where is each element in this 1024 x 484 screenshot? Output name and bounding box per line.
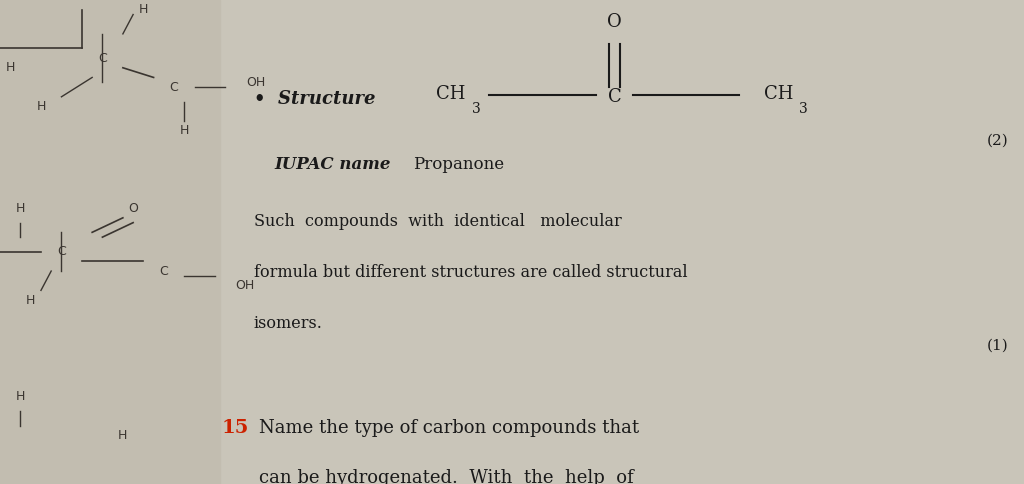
Text: 3: 3 [800,102,808,116]
Text: can be hydrogenated.  With  the  help  of: can be hydrogenated. With the help of [259,469,634,484]
Text: (1): (1) [987,339,1009,353]
Text: isomers.: isomers. [254,315,323,332]
Text: C: C [170,81,178,93]
Text: formula but different structures are called structural: formula but different structures are cal… [254,264,687,281]
Text: 15: 15 [221,419,249,437]
Text: C: C [160,265,168,277]
Text: CH: CH [764,85,793,104]
Text: C: C [607,88,622,106]
Text: H: H [5,61,15,74]
Text: IUPAC name: IUPAC name [274,156,391,173]
Text: H: H [118,429,128,442]
Text: (2): (2) [987,134,1009,147]
Text: Propanone: Propanone [413,156,504,173]
Text: H: H [179,124,189,137]
Text: 3: 3 [472,102,480,116]
Text: H: H [138,3,148,16]
Text: C: C [98,52,106,64]
Text: H: H [36,100,46,113]
Text: H: H [15,391,26,403]
Text: •  Structure: • Structure [254,90,376,108]
Text: CH: CH [436,85,465,104]
Bar [0,0,220,484]
Text: C: C [57,245,66,258]
Text: OH: OH [236,279,255,292]
Text: H: H [15,202,26,214]
Text: Name the type of carbon compounds that: Name the type of carbon compounds that [259,419,639,437]
Text: H: H [26,294,36,306]
Text: OH: OH [246,76,265,89]
Text: Such  compounds  with  identical   molecular: Such compounds with identical molecular [254,213,622,230]
Text: O: O [128,202,138,214]
Text: O: O [607,13,622,31]
